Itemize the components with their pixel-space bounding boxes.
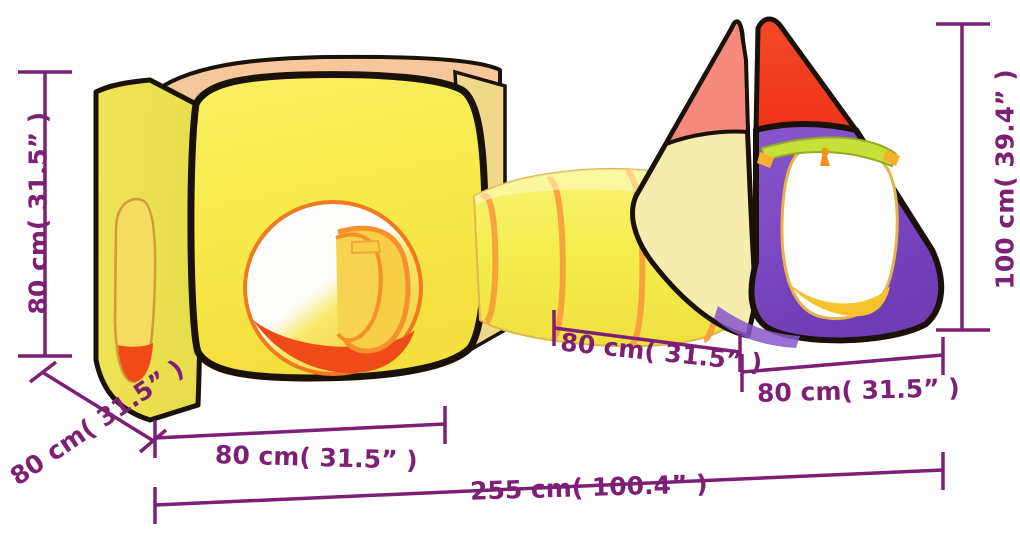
dim-width-front-line <box>154 422 446 440</box>
dimension-label-teepee-height: 100 cm( 39.4” ) <box>990 69 1020 290</box>
teepee-tent <box>630 16 945 348</box>
teepee-base-panel <box>714 306 800 348</box>
cube-door-flap-fold <box>335 232 383 343</box>
teepee-trim-end-left <box>757 152 774 168</box>
teepee-trim-end-right <box>883 150 900 166</box>
dim-depth-left-cap-a <box>28 360 58 384</box>
dimension-label-cube-height: 80 cm( 31.5” ) <box>23 111 53 315</box>
teepee-side-panel-top <box>664 19 750 146</box>
dim-tunnel-line <box>553 326 741 354</box>
teepee-door-floor <box>786 280 890 317</box>
dimension-label-teepee-width: 80 cm( 31.5” ) <box>756 373 961 408</box>
dim-depth-left-cap-b <box>138 428 168 454</box>
dimension-label-cube-width: 80 cm( 31.5” ) <box>214 440 419 475</box>
dim-total-line <box>154 468 944 507</box>
cube-play-tent <box>93 54 507 423</box>
cube-side-window <box>113 197 157 383</box>
cube-opening-floor <box>253 320 415 374</box>
teepee-front-top <box>753 16 859 133</box>
teepee-trim-knot <box>821 148 829 156</box>
cube-door-tie <box>351 239 382 255</box>
dimension-lines <box>18 22 990 524</box>
cube-side-window-floor <box>118 343 153 382</box>
dim-teepee-line <box>741 353 944 374</box>
dim-depth-left-line <box>41 370 153 442</box>
